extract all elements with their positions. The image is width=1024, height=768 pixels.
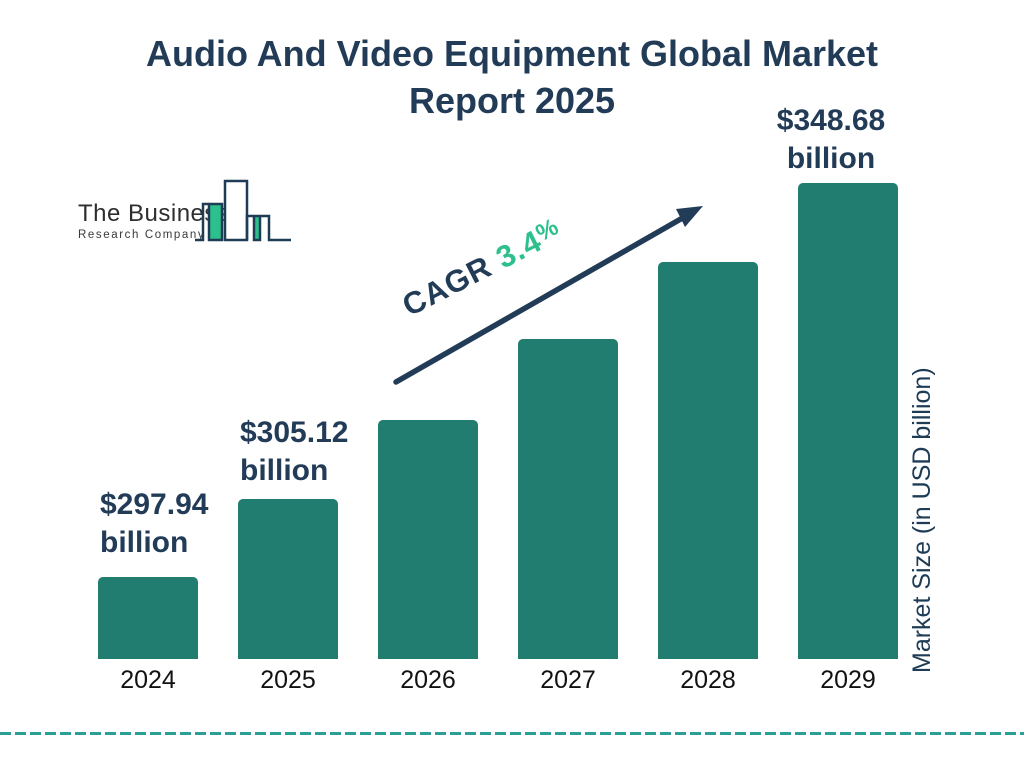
value-amount-2029: $348.68 <box>776 104 886 137</box>
company-logo-text: The Business Research Company <box>78 200 230 241</box>
bar-2024 <box>98 577 198 659</box>
value-unit-2029: billion <box>786 142 876 175</box>
logo-bars-icon <box>195 179 291 242</box>
y-axis-label: Market Size (in USD billion) <box>908 367 936 673</box>
company-subname: Research Company <box>78 229 206 241</box>
value-unit-2024: billion <box>100 526 189 559</box>
page-title-line1: Audio And Video Equipment Global Market <box>145 33 879 74</box>
value-label-2029: $348.68 billion <box>770 102 892 178</box>
x-axis-label-2027: 2027 <box>540 666 596 694</box>
x-axis-label-2028: 2028 <box>680 666 736 694</box>
company-name: The Business <box>78 200 230 227</box>
x-axis-label-2024: 2024 <box>120 666 176 694</box>
value-label-2025: $305.12 billion <box>240 414 370 490</box>
x-axis-label-2025: 2025 <box>260 666 316 694</box>
cagr-label: CAGR <box>396 248 498 324</box>
bar-2028 <box>658 262 758 659</box>
value-unit-2025: billion <box>240 454 329 487</box>
page-title-line2: Report 2025 <box>408 80 616 121</box>
page-title: Audio And Video Equipment Global Market … <box>0 30 1024 124</box>
bottom-dashed-divider <box>0 732 1024 735</box>
bar-2029 <box>798 183 898 659</box>
bar-2025 <box>238 499 338 659</box>
x-axis-label-2026: 2026 <box>400 666 456 694</box>
x-axis-label-2029: 2029 <box>820 666 876 694</box>
value-amount-2025: $305.12 <box>240 416 349 449</box>
value-amount-2024: $297.94 <box>100 488 209 521</box>
cagr-annotation: CAGR3.4% <box>397 213 568 324</box>
bar-2027 <box>518 339 618 659</box>
bar-2026 <box>378 420 478 659</box>
value-label-2024: $297.94 billion <box>100 486 230 562</box>
